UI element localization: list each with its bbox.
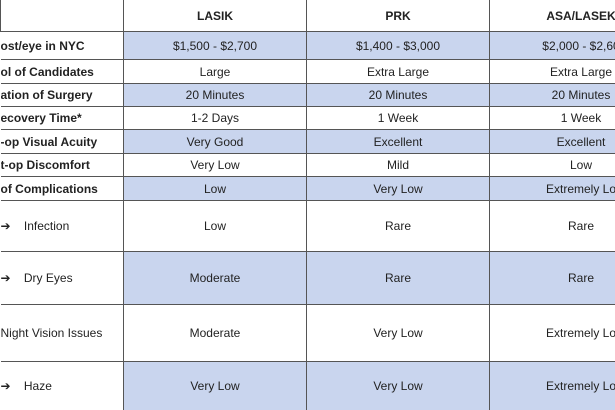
table-cell: Low xyxy=(489,153,615,177)
table-row: Night Vision Issues Moderate Very Low Extre… xyxy=(0,304,615,362)
column-header: PRK xyxy=(306,0,490,32)
table-cell: Rare xyxy=(489,251,615,305)
row-label: -op Visual Acuity xyxy=(0,129,124,154)
table-cell: $2,000 - $2,60 xyxy=(489,31,615,60)
table-cell: Extra Large xyxy=(306,59,490,84)
row-label: of Complications xyxy=(0,176,124,201)
table-row: ecovery Time* 1-2 Days 1 Week 1 Week xyxy=(0,106,615,130)
table-cell: 1 Week xyxy=(306,106,490,130)
table-cell: 20 Minutes xyxy=(489,83,615,107)
table-row: of Complications Low Very Low Extremely Lo xyxy=(0,176,615,201)
table-cell: Rare xyxy=(489,200,615,252)
column-header: LASIK xyxy=(123,0,307,32)
table-row: ost/eye in NYC $1,500 - $2,700 $1,400 - $3… xyxy=(0,31,615,60)
table-row: t-op Discomfort Very Low Mild Low xyxy=(0,153,615,177)
table-cell: Excellent xyxy=(306,129,490,154)
table-cell: Extremely Lo xyxy=(489,176,615,201)
table-cell: Moderate xyxy=(123,304,307,362)
row-label: ➔ Dry Eyes xyxy=(0,251,124,305)
table-row: ➔ Infection Low Rare Rare xyxy=(0,200,615,252)
table-cell: Very Low xyxy=(306,176,490,201)
row-label: ➔ Infection xyxy=(0,200,124,252)
table-row: ol of Candidates Large Extra Large Extra La… xyxy=(0,59,615,84)
row-label: t-op Discomfort xyxy=(0,153,124,177)
table-cell: Extremely Lo xyxy=(489,361,615,410)
table-cell: $1,400 - $3,000 xyxy=(306,31,490,60)
table-row: ation of Surgery 20 Minutes 20 Minutes 20 M… xyxy=(0,83,615,107)
row-label: Night Vision Issues xyxy=(0,304,124,362)
header-row: LASIK PRK ASA/LASEK xyxy=(0,0,615,32)
table-cell: Mild xyxy=(306,153,490,177)
table-cell: Rare xyxy=(306,200,490,252)
row-label: ➔ Haze xyxy=(0,361,124,410)
table-row: ➔ Haze Very Low Very Low Extremely Lo xyxy=(0,361,615,410)
table-cell: $1,500 - $2,700 xyxy=(123,31,307,60)
row-label: ation of Surgery xyxy=(0,83,124,107)
table-cell: Extremely Lo xyxy=(489,304,615,362)
table-row: ➔ Dry Eyes Moderate Rare Rare xyxy=(0,251,615,305)
row-label: ost/eye in NYC xyxy=(0,31,124,60)
table-cell: Very Low xyxy=(123,153,307,177)
table-cell: Very Good xyxy=(123,129,307,154)
table-cell: 1-2 Days xyxy=(123,106,307,130)
table-cell: Low xyxy=(123,176,307,201)
table-cell: Very Low xyxy=(123,361,307,410)
corner-cell xyxy=(0,0,124,32)
table-cell: Moderate xyxy=(123,251,307,305)
table-cell: Large xyxy=(123,59,307,84)
table-cell: Rare xyxy=(306,251,490,305)
row-label: ol of Candidates xyxy=(0,59,124,84)
table-row: -op Visual Acuity Very Good Excellent Excel… xyxy=(0,129,615,154)
table-cell: 20 Minutes xyxy=(123,83,307,107)
row-label: ecovery Time* xyxy=(0,106,124,130)
table-cell: Very Low xyxy=(306,361,490,410)
table-cell: 20 Minutes xyxy=(306,83,490,107)
column-header: ASA/LASEK xyxy=(489,0,615,32)
table-cell: 1 Week xyxy=(489,106,615,130)
table-cell: Low xyxy=(123,200,307,252)
table-cell: Extra Large xyxy=(489,59,615,84)
table-cell: Excellent xyxy=(489,129,615,154)
table-cell: Very Low xyxy=(306,304,490,362)
